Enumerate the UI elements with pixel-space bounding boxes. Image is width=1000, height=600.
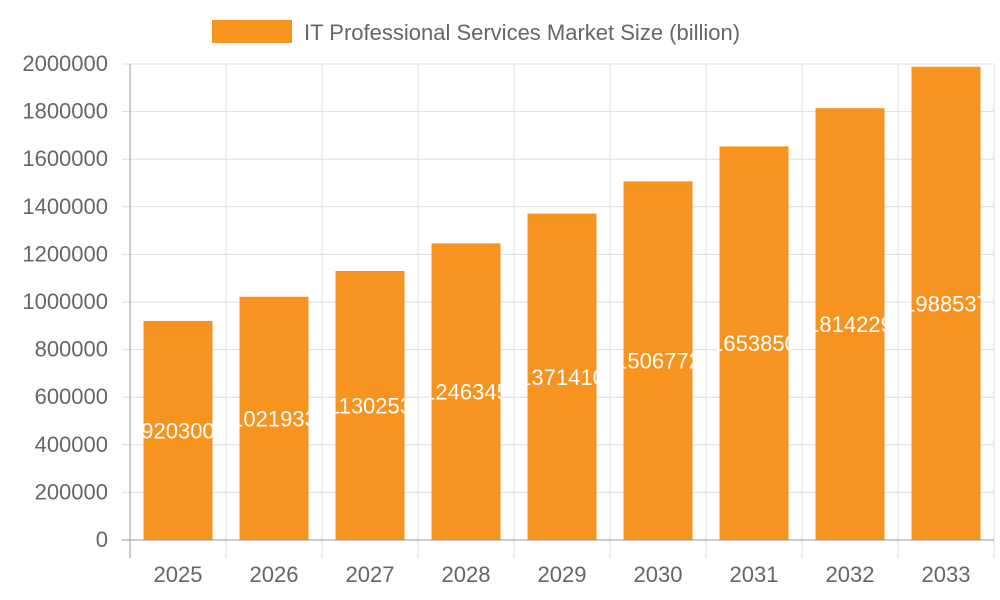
x-tick-label: 2025 <box>154 562 203 587</box>
bar-2032[interactable] <box>815 108 885 540</box>
legend-swatch <box>212 20 292 43</box>
data-label-2025: 920300 <box>141 418 214 443</box>
bar-2029[interactable] <box>527 213 597 540</box>
y-tick-label: 200000 <box>35 479 108 504</box>
data-label-2031: 1653850 <box>711 331 797 356</box>
y-tick-label: 600000 <box>35 384 108 409</box>
axes: 0 200000 400000 600000 800000 1000000 1200000 1… <box>22 51 994 587</box>
y-tick-label: 1400000 <box>22 194 108 219</box>
data-label-2028: 1246345 <box>423 380 509 405</box>
y-tick-label: 2000000 <box>22 51 108 76</box>
x-tick-label: 2029 <box>538 562 587 587</box>
data-label-2030: 1506772 <box>615 349 701 374</box>
bar-2025[interactable] <box>143 320 213 540</box>
y-tick-label: 1600000 <box>22 146 108 171</box>
data-label-2033: 1988537 <box>903 291 989 316</box>
y-tick-label: 1000000 <box>22 289 108 314</box>
data-labels: 920300 1021933 1130253 1246345 1371410 150677… <box>141 291 989 443</box>
bar-2028[interactable] <box>431 243 501 541</box>
y-tick-label: 1800000 <box>22 99 108 124</box>
bar-2027[interactable] <box>335 270 405 540</box>
bar-2030[interactable] <box>623 181 693 541</box>
bar-2033[interactable] <box>911 66 981 540</box>
data-label-2032: 1814229 <box>807 312 893 337</box>
bar-2026[interactable] <box>239 296 309 540</box>
legend-label: IT Professional Services Market Size (bi… <box>304 20 740 45</box>
bars <box>143 66 981 541</box>
x-tick-label: 2031 <box>730 562 779 587</box>
x-tick-label: 2032 <box>826 562 875 587</box>
x-tick-label: 2028 <box>442 562 491 587</box>
data-label-2026: 1021933 <box>231 406 317 431</box>
x-tick-label: 2026 <box>250 562 299 587</box>
y-tick-label: 0 <box>96 527 108 552</box>
data-label-2029: 1371410 <box>519 365 605 390</box>
x-tick-label: 2027 <box>346 562 395 587</box>
x-tick-label: 2030 <box>634 562 683 587</box>
x-tick-label: 2033 <box>922 562 971 587</box>
y-tick-label: 1200000 <box>22 241 108 266</box>
y-tick-label: 400000 <box>35 432 108 457</box>
y-tick-label: 800000 <box>35 337 108 362</box>
bar-2031[interactable] <box>719 146 789 540</box>
legend[interactable]: IT Professional Services Market Size (bi… <box>212 20 740 45</box>
data-label-2027: 1130253 <box>328 393 412 418</box>
